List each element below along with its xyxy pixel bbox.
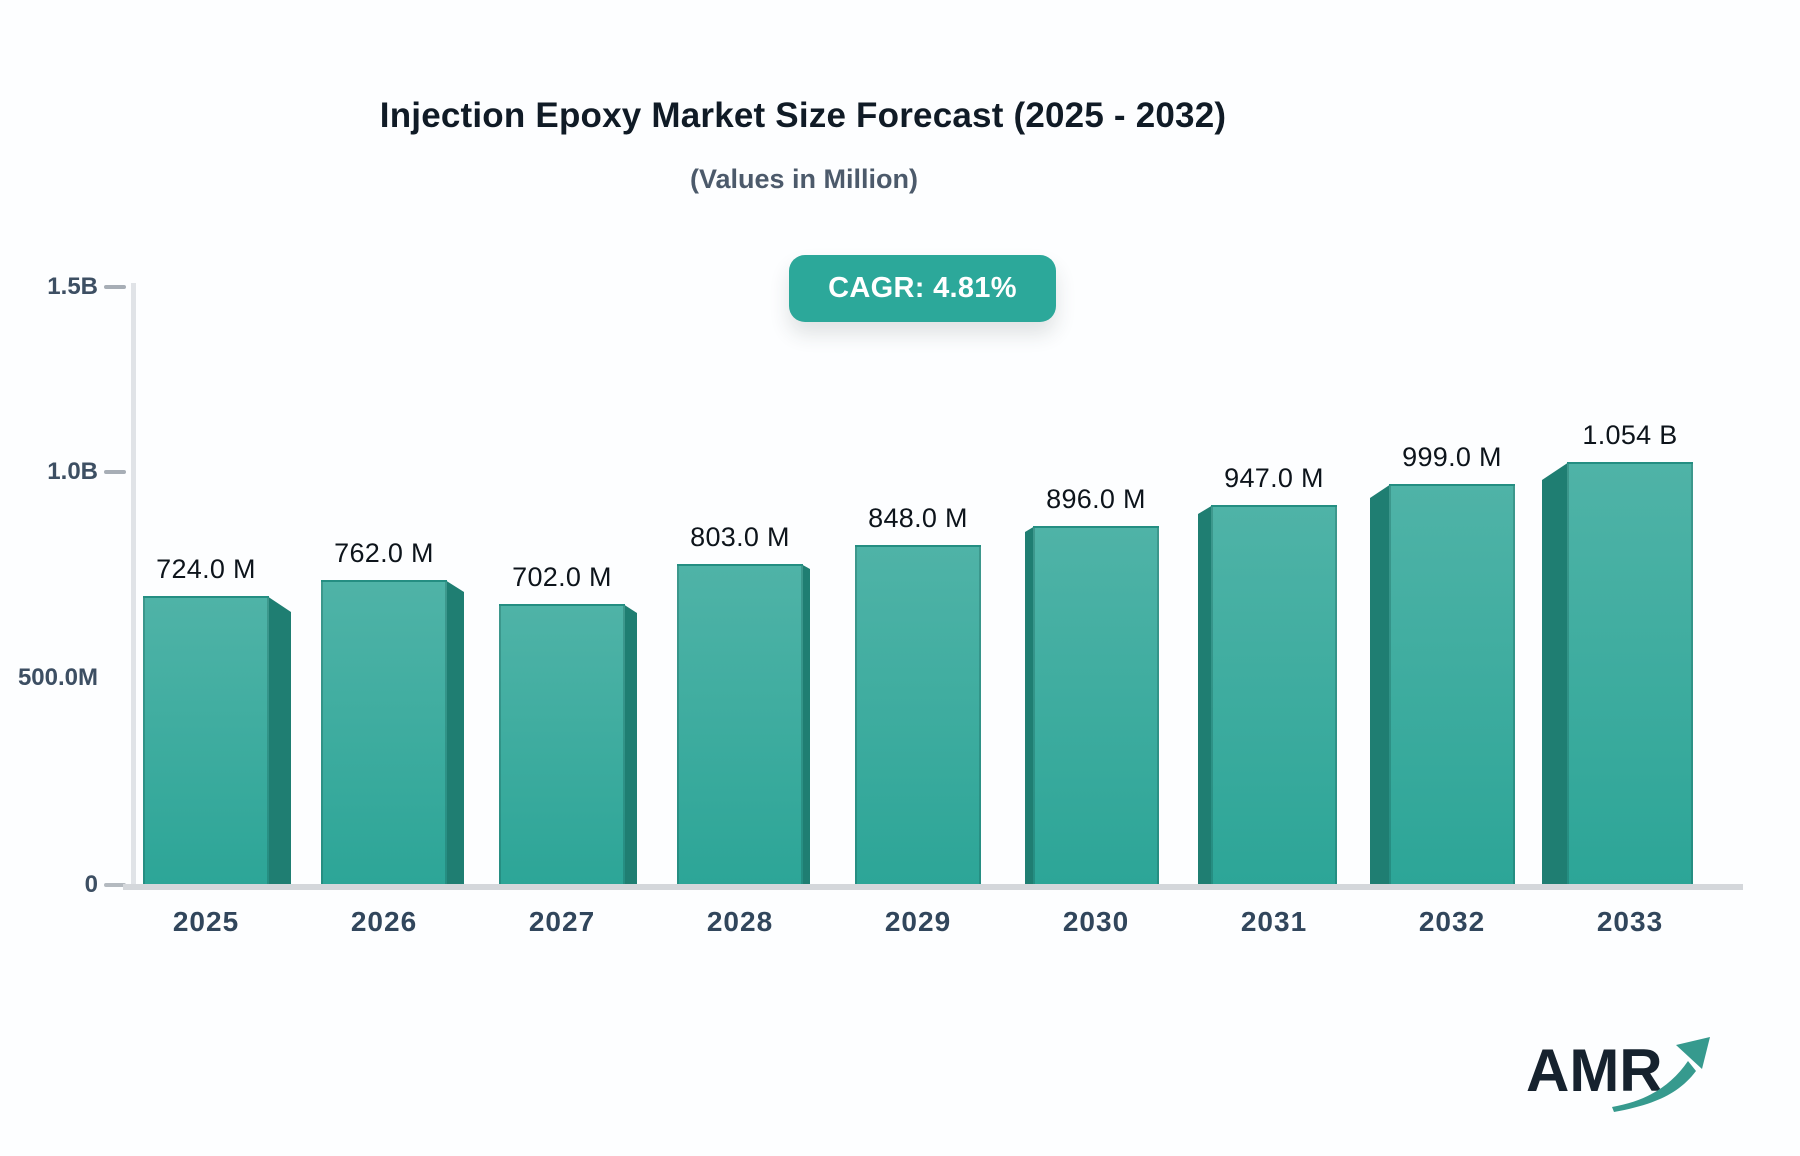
bar-front-face [677,564,803,888]
cagr-badge: CAGR: 4.81% [789,255,1056,322]
bar-value-label: 803.0 M [690,522,790,552]
bar-front-face [1211,505,1337,888]
bar-front-face [1033,526,1159,888]
bar-value-label: 896.0 M [1046,484,1146,514]
bar-value-label: 848.0 M [868,503,968,533]
bar-side-face [1025,526,1035,888]
cagr-badge-label: CAGR: 4.81% [828,272,1017,304]
x-axis-label-2026: 2026 [350,906,418,937]
x-axis-label-2029: 2029 [884,906,952,937]
y-tick-mark-1-0b [104,470,126,474]
y-axis-label-0: 0 [84,871,98,898]
bar-value-label: 724.0 M [156,554,256,584]
x-axis-label-2027: 2027 [528,906,596,937]
bar-front-face [321,580,447,888]
x-axis-label-2033: 2033 [1596,906,1664,937]
chart-subtitle: (Values in Million) [689,164,919,194]
bar-side-face [267,596,291,888]
bar-front-face [1389,484,1515,888]
x-axis-label-2028: 2028 [706,906,774,937]
y-axis-label-500m: 500.0M [17,664,98,691]
bar-side-face [623,604,637,888]
bar-value-label: 702.0 M [512,562,612,592]
y-axis-label-1-0b: 1.0B [47,458,98,485]
chart-title: Injection Epoxy Market Size Forecast (20… [379,96,1227,135]
x-axis-line [123,884,1743,890]
x-axis-label-2031: 2031 [1240,906,1308,937]
y-tick-mark-0 [104,883,126,887]
y-axis-line [131,283,136,888]
amr-logo: AMR [1526,1037,1710,1112]
amr-logo-arrow-head [1676,1037,1710,1069]
bar-front-face [143,596,269,888]
bar-side-face [801,564,810,888]
bar-front-face [499,604,625,888]
bar-side-face [1198,505,1213,888]
bar-value-label: 1.054 B [1582,420,1678,450]
y-axis-label-1-5b: 1.5B [47,273,98,300]
x-axis-label-2030: 2030 [1062,906,1130,937]
bar-side-face [1542,462,1569,888]
bar-value-label: 947.0 M [1224,463,1324,493]
bar-side-face [445,580,464,888]
y-tick-mark-1-5b [104,285,126,289]
bar-value-label: 762.0 M [334,538,434,568]
x-axis-label-2032: 2032 [1418,906,1486,937]
bar-side-face [1370,484,1391,888]
x-axis-label-2025: 2025 [172,906,240,937]
bar-front-face [855,545,981,888]
amr-logo-arrow-swoosh [1612,1061,1696,1112]
bar-value-label: 999.0 M [1402,442,1502,472]
bar-front-face [1567,462,1693,888]
amr-logo-text: AMR [1526,1037,1663,1104]
